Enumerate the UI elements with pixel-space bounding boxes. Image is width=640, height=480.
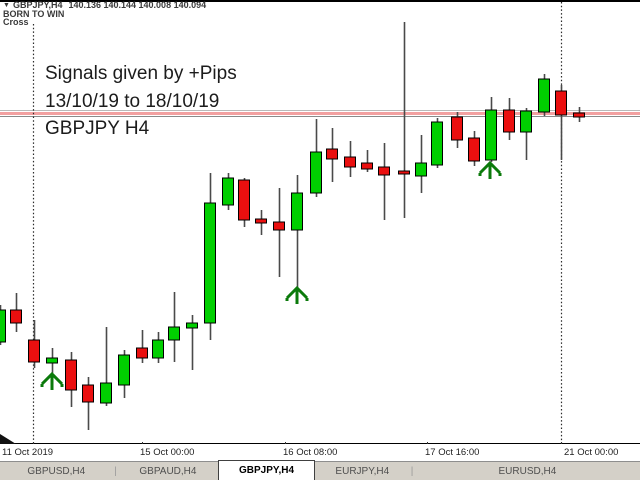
candle-body-up <box>204 202 216 324</box>
time-axis-label: 15 Oct 00:00 <box>140 447 195 458</box>
candle-body-down <box>555 90 567 116</box>
tab-separator: | <box>114 465 117 477</box>
tab-eurjpy-h4[interactable]: EURJPY,H4 <box>335 465 390 477</box>
scroll-to-end-marker[interactable] <box>0 434 16 444</box>
candlestick-chart <box>0 0 640 444</box>
candle-body-down <box>573 112 585 118</box>
candle-body-down <box>255 218 267 224</box>
candle-body-up <box>538 78 550 113</box>
candle-body-down <box>361 162 373 170</box>
time-axis-label: 11 Oct 2019 <box>2 447 54 458</box>
time-axis-label: 17 Oct 16:00 <box>425 447 480 458</box>
candle-body-down <box>82 384 94 403</box>
candle-body-up <box>291 192 303 231</box>
tab-separator: | <box>410 465 414 477</box>
candle-body-up <box>186 322 198 329</box>
buy-signal-arrow-icon <box>478 160 502 179</box>
candle-body-up <box>100 382 112 404</box>
candle-body-down <box>451 116 463 141</box>
tab-gbpusd-h4[interactable]: GBPUSD,H4 <box>27 465 86 477</box>
candle-body-down <box>273 221 285 231</box>
indicator-name-line1: BORN TO WIN <box>3 8 65 19</box>
candle-body-up <box>485 109 497 161</box>
candle-body-down <box>503 109 515 133</box>
chart-dropdown-icon[interactable]: ▼ <box>3 2 10 9</box>
candle-body-up <box>168 326 180 341</box>
indicator-name-line2: Cross <box>3 17 29 27</box>
chart-area[interactable]: ▼ GBPJPY,H4 140.136 140.144 140.008 140.09… <box>0 0 640 444</box>
chart-tab-bar: GBPUSD,H4 | GBPAUD,H4 GBPJPY,H4 EURJPY,H4 | EU… <box>0 460 640 480</box>
tab-eurusd-h4[interactable]: EURUSD,H4 <box>498 465 557 477</box>
candle-body-down <box>378 166 390 176</box>
candle-body-up <box>520 110 532 133</box>
annotation-line-2: 13/10/19 to 18/10/19 <box>45 90 220 112</box>
candle-body-up <box>222 177 234 206</box>
chart-symbol-title: GBPJPY,H4 <box>12 0 63 10</box>
candle-body-up <box>46 357 58 364</box>
candle-body-down <box>344 156 356 168</box>
buy-signal-arrow-icon <box>40 371 64 390</box>
time-axis-label: 21 Oct 00:00 <box>564 447 619 458</box>
candle-body-down <box>65 359 77 391</box>
candle-body-down <box>28 339 40 363</box>
time-axis: 11 Oct 2019 15 Oct 00:00 16 Oct 08:00 17 Oc… <box>0 444 640 461</box>
candle-body-down <box>238 179 250 221</box>
candle-body-up <box>118 354 130 386</box>
chart-header: ▼ GBPJPY,H4 140.136 140.144 140.008 140.09… <box>3 1 206 27</box>
candle-body-up <box>415 162 427 177</box>
tab-gbpaud-h4[interactable]: GBPAUD,H4 <box>139 465 197 477</box>
candle-body-down <box>136 347 148 359</box>
annotation-line-3: GBPJPY H4 <box>45 118 150 139</box>
candle-body-down <box>398 170 410 175</box>
candle-body-up <box>0 309 6 343</box>
candle-body-down <box>326 148 338 160</box>
candle-body-down <box>10 309 22 324</box>
candle-body-up <box>310 151 322 194</box>
buy-signal-arrow-icon <box>285 285 309 304</box>
tab-gbpjpy-h4[interactable]: GBPJPY,H4 <box>217 460 316 480</box>
candle-body-up <box>431 121 443 166</box>
candle-body-up <box>152 339 164 359</box>
annotation-line-1: Signals given by +Pips <box>45 63 237 84</box>
time-axis-label: 16 Oct 08:00 <box>283 447 338 458</box>
candle-body-down <box>468 137 480 162</box>
chart-ohlc-values: 140.136 140.144 140.008 140.094 <box>68 0 207 10</box>
signal-annotation-text: Signals given by +Pips 13/10/19 to 18/10… <box>45 60 237 143</box>
